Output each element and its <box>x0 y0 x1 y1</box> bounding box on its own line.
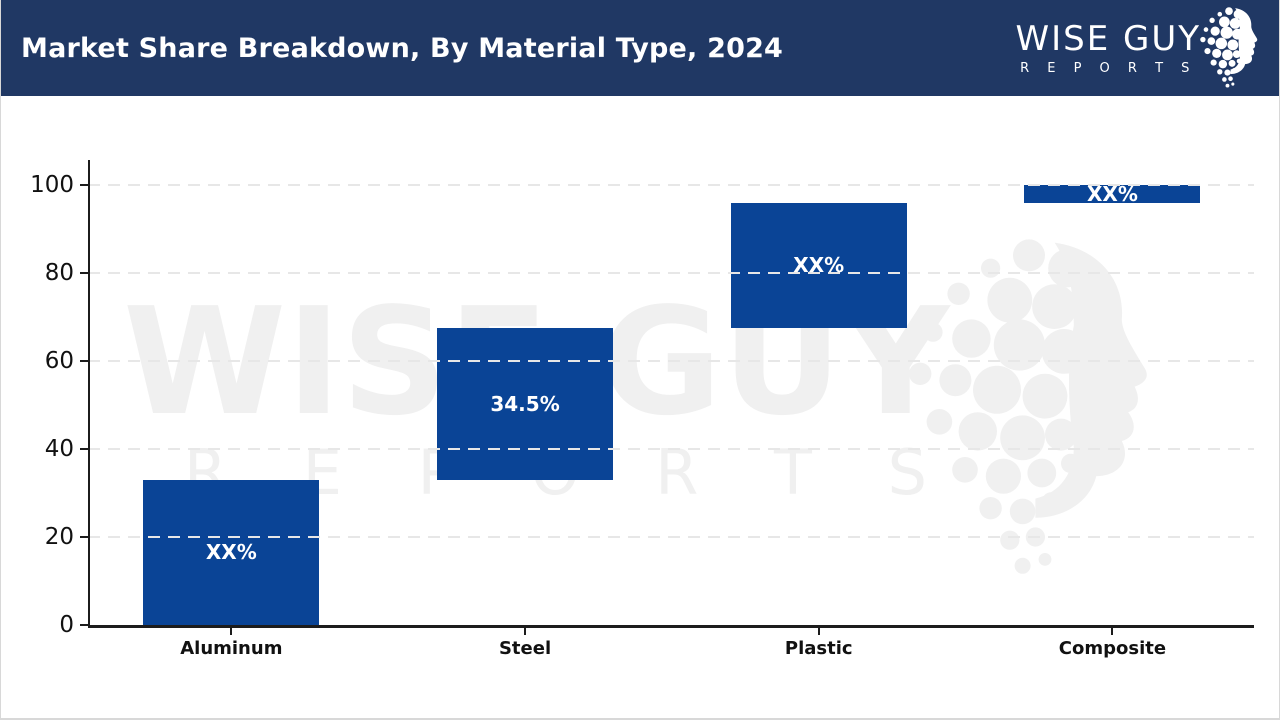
x-tick-mark <box>230 627 233 635</box>
bar-value-label: XX% <box>793 253 845 278</box>
y-axis-spine <box>88 160 90 627</box>
bar-composite <box>1024 185 1201 203</box>
x-axis-spine <box>88 625 1254 628</box>
watermark-head-icon <box>869 218 1189 600</box>
category-label-plastic: Plastic <box>784 638 853 659</box>
bar-value-label: XX% <box>1086 181 1138 206</box>
gridline-100 <box>88 184 1254 186</box>
bar-plastic <box>730 202 907 328</box>
logo-subtext: R E P O R T S <box>1020 60 1197 76</box>
gridline-80 <box>88 272 1254 274</box>
y-tick-mark <box>80 624 88 626</box>
y-tick-label: 0 <box>59 612 74 638</box>
x-tick-mark <box>817 627 820 635</box>
y-tick-mark <box>80 536 88 538</box>
category-label-steel: Steel <box>498 638 552 659</box>
x-tick-mark <box>1111 627 1114 635</box>
gridline-20 <box>88 536 1254 538</box>
chart-title: Market Share Breakdown, By Material Type… <box>21 32 784 64</box>
y-tick-label: 20 <box>44 524 74 550</box>
y-tick-label: 40 <box>44 436 74 462</box>
bar-value-label: XX% <box>205 540 257 565</box>
bar-steel <box>437 328 614 480</box>
brand-logo-text: WISE GUY R E P O R T S <box>1015 22 1201 75</box>
logo-wordmark: WISE GUY <box>1015 18 1201 59</box>
bar-aluminum <box>143 479 320 625</box>
y-tick-label: 80 <box>44 260 74 286</box>
gridline-60 <box>88 360 1254 362</box>
x-tick-mark <box>524 627 527 635</box>
category-label-composite: Composite <box>1058 638 1167 659</box>
header-bar: Market Share Breakdown, By Material Type… <box>1 0 1280 96</box>
y-tick-mark <box>80 184 88 186</box>
gridline-40 <box>88 448 1254 450</box>
category-label-aluminum: Aluminum <box>180 638 283 659</box>
bar-value-label: 34.5% <box>490 391 560 416</box>
y-tick-mark <box>80 272 88 274</box>
y-tick-mark <box>80 360 88 362</box>
y-tick-mark <box>80 448 88 450</box>
brand-logo: WISE GUY R E P O R T S <box>1015 5 1280 91</box>
y-tick-label: 60 <box>44 348 74 374</box>
y-tick-label: 100 <box>30 172 74 198</box>
